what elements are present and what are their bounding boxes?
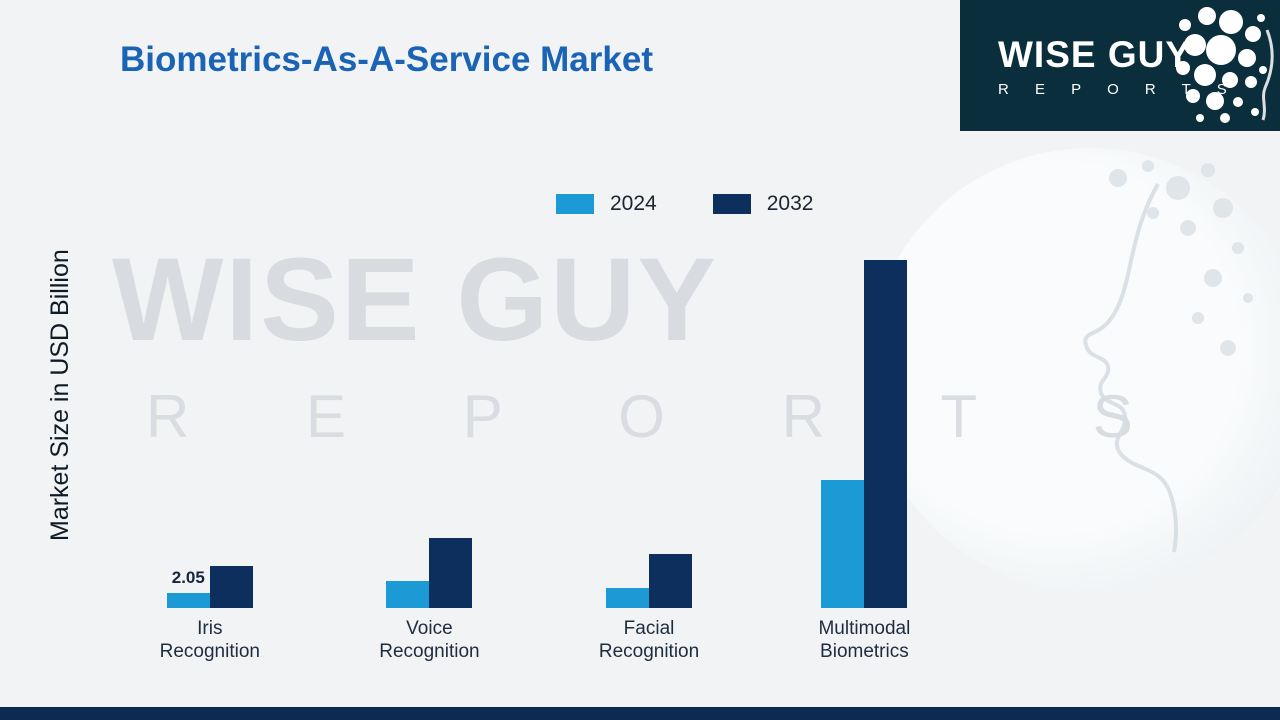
- legend-label-2032: 2032: [766, 192, 814, 215]
- watermark-text-line1: WISE GUY: [112, 234, 719, 366]
- logo-wordmark: WISE GUY: [998, 34, 1192, 75]
- bar-pair: [821, 259, 908, 608]
- bar-group: Voice Recognition: [379, 537, 480, 665]
- bar-chart: 2.05 Iris Recognition Voice Recognition Fac…: [100, 259, 970, 665]
- bar-pair: [386, 537, 473, 608]
- legend-item-2032: 2032: [712, 192, 814, 216]
- legend-item-2024: 2024: [556, 192, 657, 216]
- bar-value-label: 2.05: [171, 567, 205, 587]
- category-label: Voice Recognition: [379, 617, 480, 663]
- y-axis-label: Market Size in USD Billion: [46, 249, 74, 541]
- bar-2024-2: [606, 587, 650, 608]
- bar-2024-1: [386, 580, 430, 608]
- bar-2032-0: [209, 565, 253, 608]
- bottom-strip: [0, 707, 1280, 720]
- legend-swatch-2032: [712, 194, 751, 214]
- bar-2024-3: [821, 479, 865, 608]
- legend-label-2024: 2024: [610, 192, 657, 215]
- bar-2024-0: 2.05: [166, 568, 210, 608]
- watermark-text-line2: R E P O R T S: [146, 383, 1183, 450]
- bar-group: Facial Recognition: [598, 553, 700, 665]
- bar-group: Multimodal Biometrics: [818, 259, 911, 665]
- bar-pair: [606, 553, 693, 608]
- logo-block: WISE GUY R E P O R T S: [960, 0, 1280, 131]
- bar-2032-2: [649, 553, 693, 608]
- logo-dotted-head-icon: [1176, 7, 1274, 123]
- legend-swatch-2024: [556, 194, 594, 214]
- bar-pair: 2.05: [166, 565, 253, 608]
- bar-2032-1: [429, 537, 473, 608]
- bar-2032-3: [864, 259, 908, 608]
- face-profile-icon: [1083, 160, 1253, 553]
- page-title: Biometrics-As-A-Service Market: [120, 40, 653, 79]
- logo-text: WISE GUY R E P O R T S: [998, 36, 1238, 98]
- category-label: Facial Recognition: [598, 617, 700, 663]
- category-label: Multimodal Biometrics: [818, 617, 911, 663]
- logo-subtitle: R E P O R T S: [998, 81, 1238, 98]
- watermark-face-circle: [868, 148, 1280, 592]
- bar-group: 2.05 Iris Recognition: [159, 565, 260, 665]
- legend: 2024 2032: [556, 192, 813, 216]
- category-label: Iris Recognition: [159, 617, 260, 663]
